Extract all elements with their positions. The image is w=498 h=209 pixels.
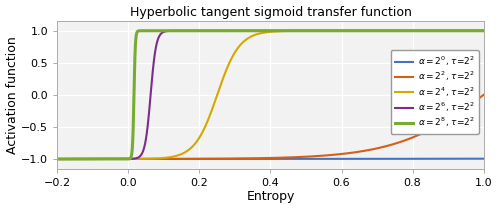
$\alpha = 2^8$, $\tau$=$2^2$ — [332, 29, 338, 32]
$\alpha = 2^8$, $\tau$=$2^2$ — [405, 29, 411, 32]
$\alpha = 2^4$, $\tau$=$2^2$ — [132, 158, 138, 160]
$\alpha = 2^0$, $\tau$=$2^2$ — [310, 158, 316, 160]
$\alpha = 2^2$, $\tau$=$2^2$ — [310, 155, 316, 158]
$\alpha = 2^0$, $\tau$=$2^2$ — [332, 158, 338, 160]
$\alpha = 2^6$, $\tau$=$2^2$ — [405, 29, 411, 32]
$\alpha = 2^4$, $\tau$=$2^2$ — [310, 29, 316, 32]
$\alpha = 2^8$, $\tau$=$2^2$ — [373, 29, 378, 32]
$\alpha = 2^6$, $\tau$=$2^2$ — [310, 29, 316, 32]
$\alpha = 2^6$, $\tau$=$2^2$ — [54, 158, 60, 160]
$\alpha = 2^8$, $\tau$=$2^2$ — [157, 29, 163, 32]
$\alpha = 2^2$, $\tau$=$2^2$ — [373, 148, 378, 150]
$\alpha = 2^4$, $\tau$=$2^2$ — [54, 158, 60, 160]
X-axis label: Entropy: Entropy — [247, 190, 295, 203]
$\alpha = 2^6$, $\tau$=$2^2$ — [373, 29, 378, 32]
Line: $\alpha = 2^8$, $\tau$=$2^2$: $\alpha = 2^8$, $\tau$=$2^2$ — [57, 31, 484, 159]
$\alpha = 2^0$, $\tau$=$2^2$ — [217, 158, 223, 160]
Y-axis label: Activation function: Activation function — [5, 36, 18, 154]
$\alpha = 2^0$, $\tau$=$2^2$ — [54, 158, 60, 160]
Title: Hyperbolic tangent sigmoid transfer function: Hyperbolic tangent sigmoid transfer func… — [129, 6, 411, 19]
$\alpha = 2^2$, $\tau$=$2^2$ — [217, 157, 223, 160]
Line: $\alpha = 2^6$, $\tau$=$2^2$: $\alpha = 2^6$, $\tau$=$2^2$ — [57, 31, 484, 159]
$\alpha = 2^6$, $\tau$=$2^2$ — [217, 29, 223, 32]
$\alpha = 2^4$, $\tau$=$2^2$ — [217, 85, 223, 88]
$\alpha = 2^4$, $\tau$=$2^2$ — [481, 29, 487, 32]
$\alpha = 2^0$, $\tau$=$2^2$ — [132, 158, 138, 160]
$\alpha = 2^0$, $\tau$=$2^2$ — [481, 157, 487, 160]
$\alpha = 2^0$, $\tau$=$2^2$ — [405, 158, 411, 160]
$\alpha = 2^8$, $\tau$=$2^2$ — [132, 59, 138, 62]
$\alpha = 2^6$, $\tau$=$2^2$ — [481, 29, 487, 32]
Legend: $\alpha = 2^0$, $\tau$=$2^2$, $\alpha = 2^2$, $\tau$=$2^2$, $\alpha = 2^4$, $\ta: $\alpha = 2^0$, $\tau$=$2^2$, $\alpha = … — [390, 50, 479, 134]
$\alpha = 2^6$, $\tau$=$2^2$ — [253, 29, 259, 32]
$\alpha = 2^2$, $\tau$=$2^2$ — [54, 158, 60, 160]
Line: $\alpha = 2^2$, $\tau$=$2^2$: $\alpha = 2^2$, $\tau$=$2^2$ — [57, 95, 484, 159]
$\alpha = 2^8$, $\tau$=$2^2$ — [481, 29, 487, 32]
$\alpha = 2^0$, $\tau$=$2^2$ — [373, 158, 378, 160]
$\alpha = 2^6$, $\tau$=$2^2$ — [132, 157, 138, 160]
$\alpha = 2^2$, $\tau$=$2^2$ — [405, 138, 411, 141]
$\alpha = 2^6$, $\tau$=$2^2$ — [332, 29, 338, 32]
$\alpha = 2^4$, $\tau$=$2^2$ — [332, 29, 338, 32]
$\alpha = 2^8$, $\tau$=$2^2$ — [217, 29, 223, 32]
$\alpha = 2^2$, $\tau$=$2^2$ — [332, 153, 338, 156]
$\alpha = 2^4$, $\tau$=$2^2$ — [373, 29, 378, 32]
$\alpha = 2^2$, $\tau$=$2^2$ — [481, 94, 487, 96]
$\alpha = 2^4$, $\tau$=$2^2$ — [405, 29, 411, 32]
$\alpha = 2^8$, $\tau$=$2^2$ — [54, 158, 60, 160]
Line: $\alpha = 2^4$, $\tau$=$2^2$: $\alpha = 2^4$, $\tau$=$2^2$ — [57, 31, 484, 159]
$\alpha = 2^2$, $\tau$=$2^2$ — [132, 158, 138, 160]
$\alpha = 2^8$, $\tau$=$2^2$ — [310, 29, 316, 32]
